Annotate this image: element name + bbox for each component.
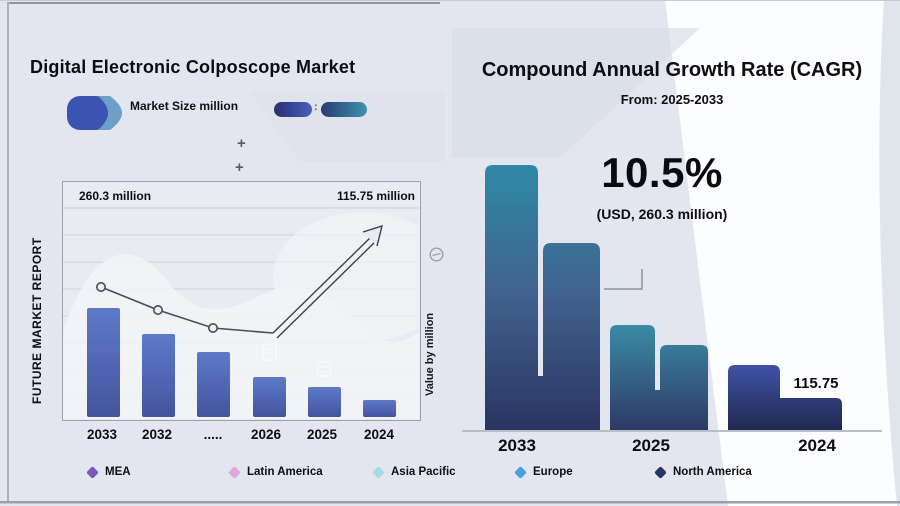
bar-group-2025 (610, 325, 708, 430)
legend-item-north-america: North America (654, 465, 752, 479)
soft-blob-watermark (273, 212, 453, 342)
document-icon (262, 343, 331, 377)
legend-item-mea: MEA (86, 465, 131, 479)
left-chart-svg (63, 207, 453, 419)
plus-icon: + (235, 159, 244, 176)
x-label-2024: 2024 (363, 427, 395, 442)
annotation-end-value: 115.75 million (336, 189, 415, 203)
bar-group-2024 (728, 365, 842, 430)
diamond-icon (228, 465, 241, 479)
circle-minus-icon (429, 247, 444, 262)
right-panel-subtitle: From: 2025-2033 (620, 92, 724, 107)
left-bars (87, 308, 396, 417)
left-panel-title: Digital Electronic Colposcope Market (30, 57, 356, 77)
corner-bracket-line (604, 269, 643, 290)
plus-icon: + (237, 135, 246, 152)
side-watermark-text: FUTURE MARKET REPORT (30, 237, 44, 405)
diamond-icon (654, 465, 667, 479)
gray-blob-right-header (452, 28, 700, 158)
legend-item-latin-america: Latin America (228, 465, 323, 479)
frame-top-hairline (0, 0, 900, 1)
x-label-ellipsis: ..... (203, 427, 223, 442)
trend-line (100, 286, 274, 334)
frame-bottom-line (0, 501, 900, 504)
x-label-2026: 2026 (250, 427, 282, 442)
right-chart-svg (462, 165, 882, 432)
legend-item-asia-pacific: Asia Pacific (372, 465, 456, 479)
cylinder-logo-icon (67, 96, 122, 130)
growth-arrow (272, 224, 383, 339)
diamond-icon (514, 465, 527, 479)
white-swoosh-shape (665, 0, 900, 506)
cagr-detail: (USD, 260.3 million) (596, 206, 728, 222)
legend-row: MEA Latin America Asia Pacific Europe No… (0, 465, 900, 484)
annotation-start-value: 260.3 million (79, 189, 152, 203)
market-size-label: Market Size million (130, 99, 239, 113)
bar-group-2033 (485, 165, 600, 430)
trend-markers (95, 282, 219, 334)
legend-label: Asia Pacific (391, 466, 456, 478)
legend-label: MEA (105, 466, 131, 478)
diamond-icon (86, 465, 99, 479)
diamond-icon (372, 465, 385, 479)
pill-separator: : (314, 101, 318, 113)
legend-label: Europe (533, 466, 573, 478)
legend-label: Latin America (247, 466, 323, 478)
cagr-value: 10.5% (601, 149, 723, 196)
value-axis-label: Value by million (424, 312, 436, 396)
x-label-2025: 2025 (306, 427, 338, 442)
x-label-2033: 2033 (498, 436, 536, 455)
x-label-2033: 2033 (86, 427, 118, 442)
legend-label: North America (673, 466, 752, 478)
left-chart-plot-area: 260.3 million 115.75 million (62, 181, 453, 421)
gradient-pill-left (274, 102, 312, 117)
x-label-2025: 2025 (632, 436, 670, 455)
bar-value-label-2024: 115.75 (793, 375, 839, 392)
frame-top-line (7, 2, 440, 4)
x-label-2024: 2024 (798, 436, 836, 455)
x-label-2032: 2032 (141, 427, 173, 442)
legend-item-europe: Europe (514, 465, 573, 479)
frame-left-line (7, 2, 9, 502)
gradient-pill-right (321, 102, 367, 117)
right-edge-sliver (879, 0, 900, 506)
right-panel-title: Compound Annual Growth Rate (CAGR) (481, 59, 863, 81)
